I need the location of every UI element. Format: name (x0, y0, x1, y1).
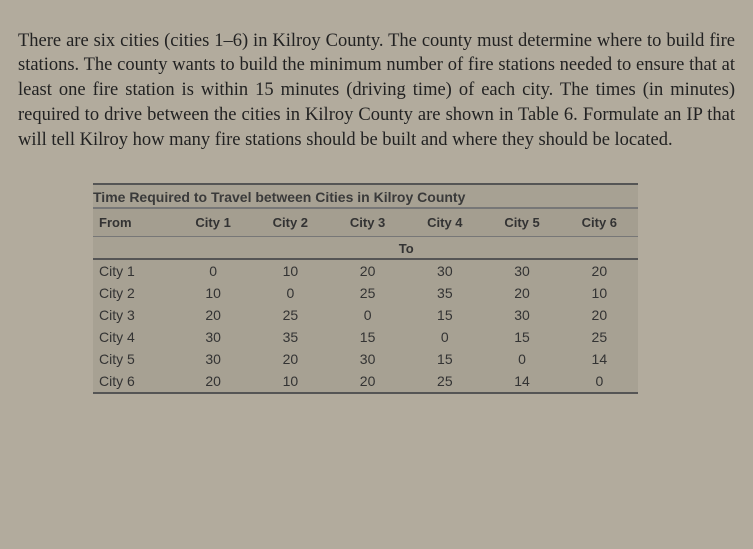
cell: 10 (175, 282, 252, 304)
table-span-header-row: To (93, 237, 638, 260)
cell: 30 (483, 304, 560, 326)
row-label: City 6 (93, 370, 175, 393)
cell: 20 (329, 370, 406, 393)
table-caption: Time Required to Travel between Cities i… (93, 183, 638, 208)
cell: 30 (406, 259, 483, 282)
cell: 20 (175, 304, 252, 326)
cell: 35 (406, 282, 483, 304)
cell: 30 (175, 326, 252, 348)
row-label: City 2 (93, 282, 175, 304)
col-header: City 5 (483, 209, 560, 237)
cell: 30 (175, 348, 252, 370)
cell: 20 (329, 259, 406, 282)
cell: 25 (329, 282, 406, 304)
from-header: From (93, 209, 175, 237)
cell: 0 (175, 259, 252, 282)
cell: 20 (561, 259, 638, 282)
cell: 14 (483, 370, 560, 393)
to-header: To (175, 237, 639, 260)
cell: 25 (406, 370, 483, 393)
cell: 25 (252, 304, 329, 326)
cell: 15 (406, 304, 483, 326)
row-label: City 5 (93, 348, 175, 370)
cell: 20 (561, 304, 638, 326)
cell: 15 (329, 326, 406, 348)
table-row: City 6 20 10 20 25 14 0 (93, 370, 638, 393)
cell: 0 (483, 348, 560, 370)
col-header: City 4 (406, 209, 483, 237)
table-row: City 4 30 35 15 0 15 25 (93, 326, 638, 348)
cell: 10 (252, 259, 329, 282)
cell: 20 (175, 370, 252, 393)
table-row: City 2 10 0 25 35 20 10 (93, 282, 638, 304)
cell: 25 (561, 326, 638, 348)
cell: 10 (252, 370, 329, 393)
cell: 14 (561, 348, 638, 370)
cell: 30 (329, 348, 406, 370)
problem-statement: There are six cities (cities 1–6) in Kil… (18, 29, 735, 154)
travel-time-table-wrap: Time Required to Travel between Cities i… (93, 183, 638, 394)
cell: 15 (483, 326, 560, 348)
col-header: City 1 (175, 209, 252, 237)
row-label: City 4 (93, 326, 175, 348)
cell: 0 (329, 304, 406, 326)
travel-time-table: To From City 1 City 2 City 3 City 4 City… (93, 208, 638, 394)
table-column-header-row: From City 1 City 2 City 3 City 4 City 5 … (93, 209, 638, 237)
table-row: City 3 20 25 0 15 30 20 (93, 304, 638, 326)
cell: 35 (252, 326, 329, 348)
row-label: City 3 (93, 304, 175, 326)
table-row: City 1 0 10 20 30 30 20 (93, 259, 638, 282)
cell: 20 (252, 348, 329, 370)
cell: 0 (561, 370, 638, 393)
cell: 15 (406, 348, 483, 370)
col-header: City 3 (329, 209, 406, 237)
cell: 0 (406, 326, 483, 348)
row-label: City 1 (93, 259, 175, 282)
cell: 10 (561, 282, 638, 304)
col-header: City 6 (561, 209, 638, 237)
cell: 30 (483, 259, 560, 282)
table-body: City 1 0 10 20 30 30 20 City 2 10 0 25 3… (93, 259, 638, 393)
cell: 0 (252, 282, 329, 304)
col-header: City 2 (252, 209, 329, 237)
page: There are six cities (cities 1–6) in Kil… (0, 0, 753, 549)
cell: 20 (483, 282, 560, 304)
table-row: City 5 30 20 30 15 0 14 (93, 348, 638, 370)
